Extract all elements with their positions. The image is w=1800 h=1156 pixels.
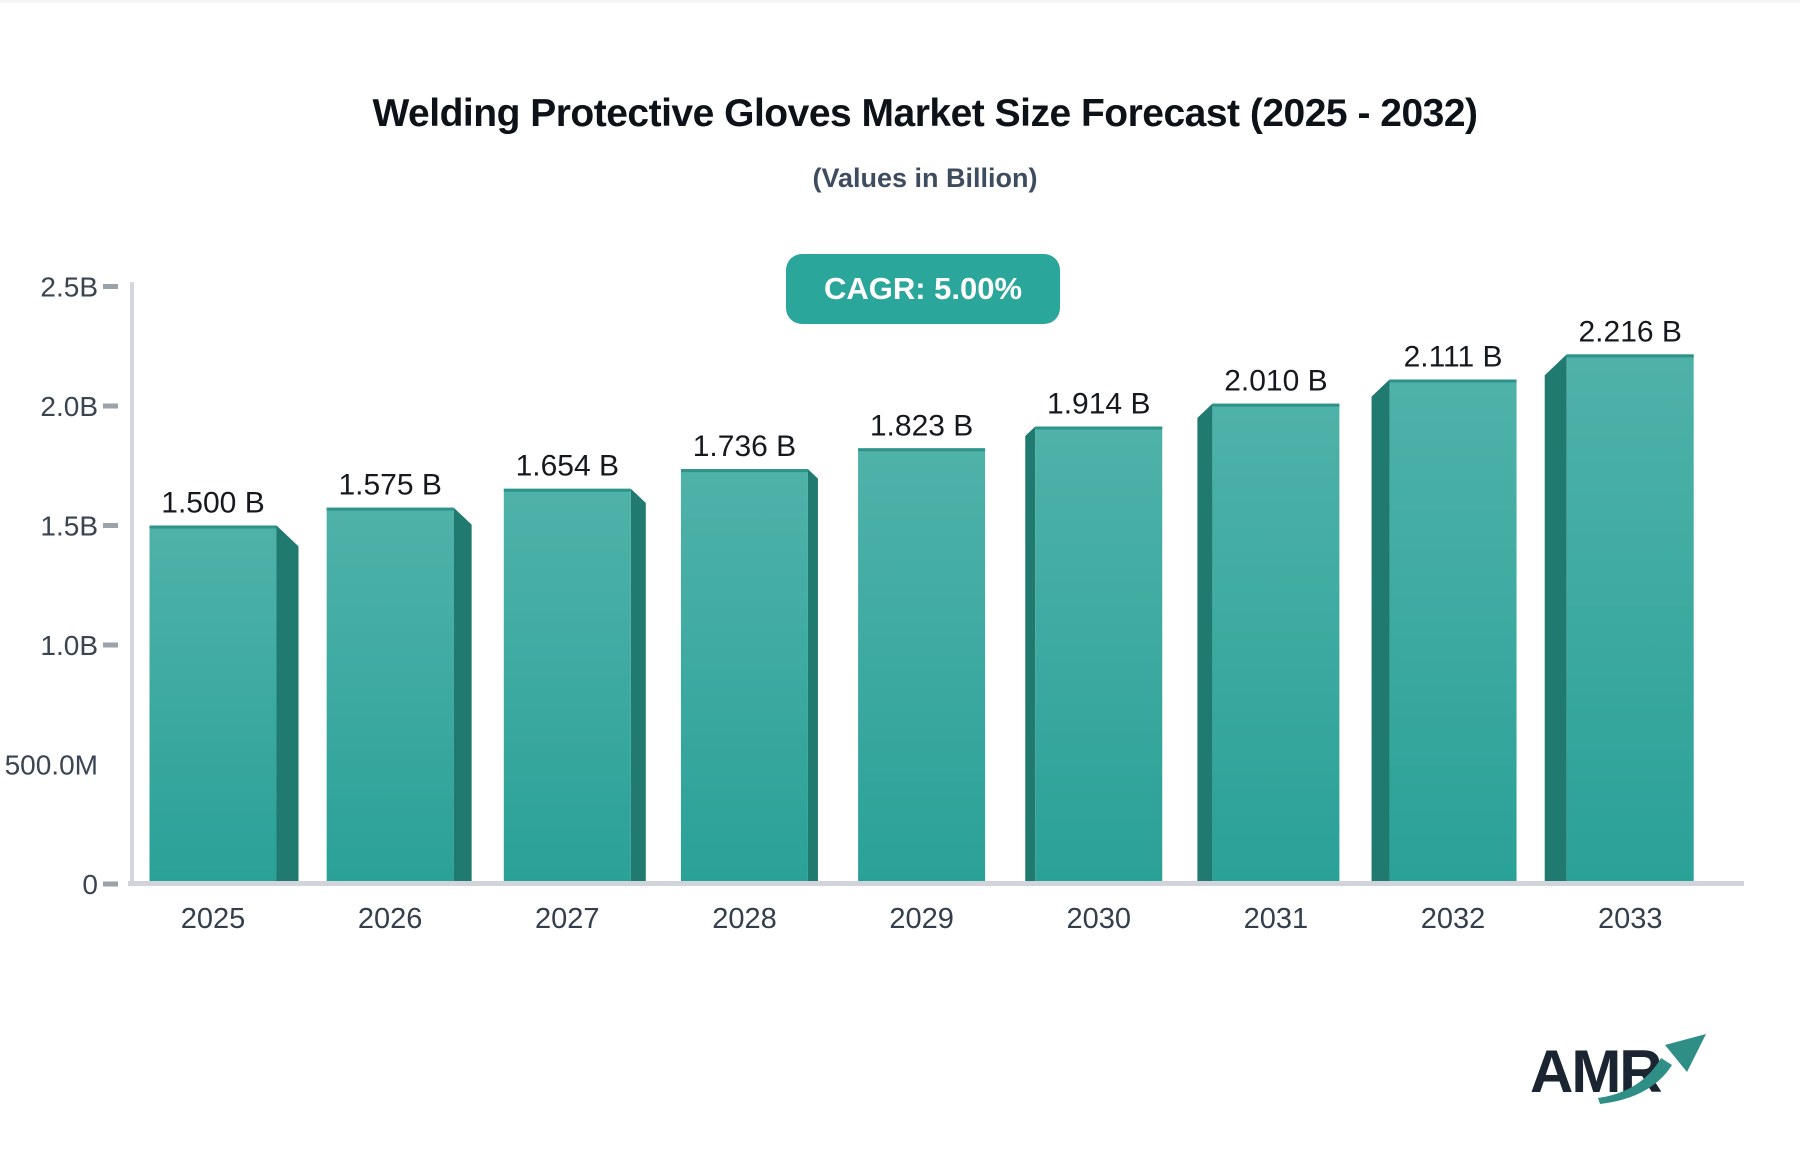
bar	[503, 488, 631, 884]
x-axis-label: 2030	[1066, 903, 1131, 935]
y-tick-label: 500.0M	[5, 750, 98, 781]
bar-value-label: 2.111 B	[1404, 340, 1503, 373]
x-axis-baseline	[128, 881, 1744, 886]
x-axis-label: 2032	[1421, 903, 1486, 935]
bar-side-face	[630, 488, 646, 884]
y-tick-label: 0	[82, 869, 98, 900]
y-tick-mark	[103, 403, 118, 409]
y-tick-mark	[103, 881, 118, 887]
bar-value-label: 1.575 B	[338, 469, 441, 502]
bar	[149, 525, 277, 884]
bar-side-face	[807, 469, 818, 884]
bar	[1389, 379, 1517, 884]
y-tick-mark	[103, 523, 118, 528]
bar	[858, 448, 986, 884]
y-axis-line	[130, 282, 134, 884]
bar	[1212, 403, 1340, 884]
bar-side-face	[1544, 354, 1567, 885]
y-tick-mark	[103, 642, 118, 648]
bar-value-label: 2.216 B	[1578, 315, 1681, 348]
bar-value-label: 1.736 B	[693, 430, 796, 463]
bar-side-face	[276, 525, 299, 884]
bar-value-label: 1.823 B	[870, 409, 973, 442]
bar-value-label: 1.654 B	[516, 450, 619, 483]
cagr-badge: CAGR: 5.00%	[786, 254, 1060, 324]
chart-title: Welding Protective Gloves Market Size Fo…	[372, 92, 1478, 135]
x-axis-label: 2027	[535, 903, 600, 935]
chart-subtitle: (Values in Billion)	[812, 163, 1038, 193]
y-tick-label: 2.5B	[40, 272, 98, 303]
logo-arrow-swoosh-icon	[1598, 1058, 1672, 1104]
amr-logo: AMR	[1530, 1034, 1706, 1105]
x-axis-label: 2029	[889, 903, 954, 935]
bar	[1035, 426, 1163, 884]
amr-logo-text: AMR	[1530, 1038, 1662, 1105]
y-tick-label: 1.5B	[40, 511, 98, 542]
bar-value-label: 2.010 B	[1224, 365, 1327, 398]
x-axis-label: 2028	[712, 903, 777, 935]
x-axis-label: 2031	[1244, 903, 1309, 935]
bar-side-face	[1371, 379, 1390, 884]
x-axis-label: 2025	[181, 903, 246, 935]
bar-value-label: 1.500 B	[161, 487, 264, 520]
y-tick-label: 2.0B	[40, 391, 98, 422]
bar	[326, 507, 454, 884]
bar-side-face	[1025, 426, 1036, 884]
logo-arrow-head-icon	[1665, 1034, 1706, 1072]
bar	[680, 469, 808, 884]
bar-side-face	[453, 507, 472, 884]
top-border-strip	[0, 0, 1800, 3]
bar	[1566, 354, 1694, 885]
bar-value-label: 1.914 B	[1047, 388, 1150, 421]
y-tick-mark	[103, 284, 118, 289]
y-tick-label: 1.0B	[40, 630, 98, 661]
x-axis-label: 2033	[1598, 903, 1663, 935]
bar-side-face	[1197, 403, 1213, 884]
x-axis-label: 2026	[358, 903, 423, 935]
